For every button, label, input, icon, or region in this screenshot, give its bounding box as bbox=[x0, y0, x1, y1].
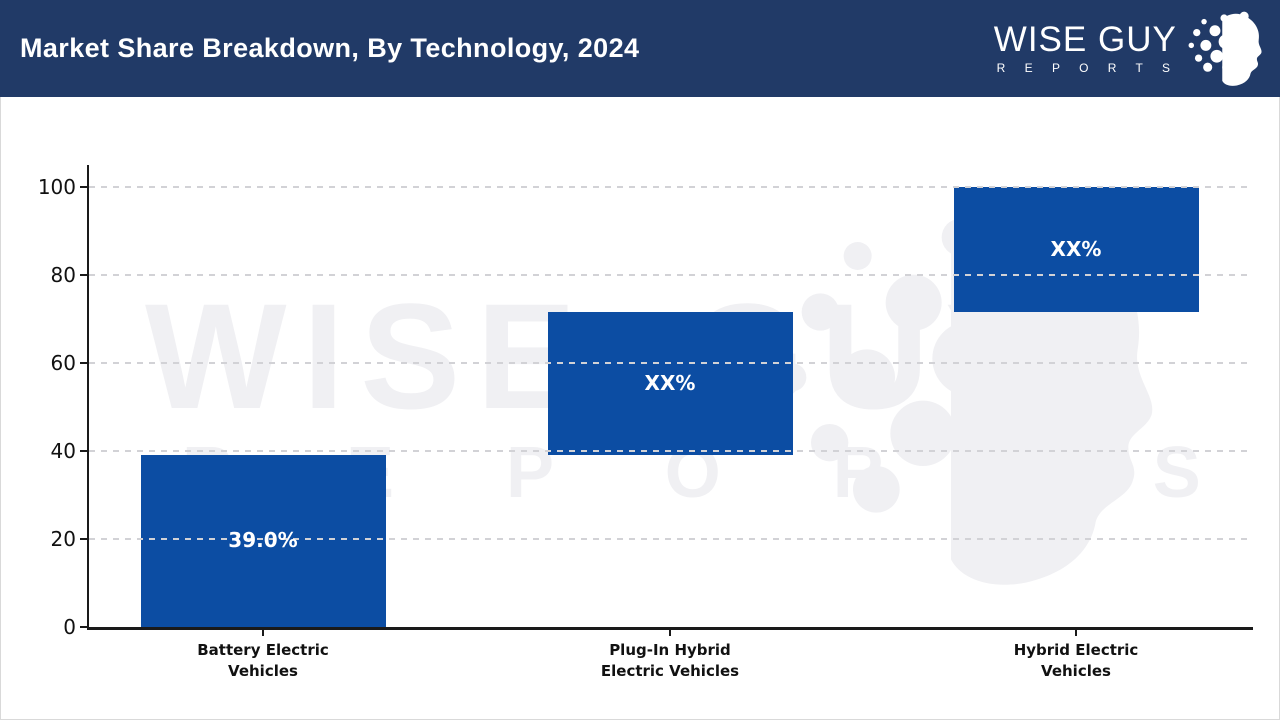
brand-subtitle: R E P O R T S bbox=[996, 61, 1178, 75]
y-tick-label: 20 bbox=[50, 527, 76, 551]
bar-value-label: XX% bbox=[1050, 236, 1102, 261]
gridline-80 bbox=[89, 274, 1253, 276]
brand-name: WISE GUY bbox=[993, 20, 1177, 59]
y-tick-label: 100 bbox=[37, 175, 76, 199]
gridline-60 bbox=[89, 362, 1253, 364]
y-tick-60 bbox=[80, 362, 87, 364]
y-tick-label: 0 bbox=[63, 615, 76, 639]
bar-value-label: XX% bbox=[644, 370, 696, 395]
y-tick-0 bbox=[80, 626, 87, 628]
y-tick-label: 40 bbox=[50, 439, 76, 463]
y-tick-20 bbox=[80, 538, 87, 540]
x-tick bbox=[262, 629, 264, 636]
bar-value-label: 39.0% bbox=[228, 528, 298, 553]
y-axis-line bbox=[87, 165, 89, 629]
y-tick-100 bbox=[80, 186, 87, 188]
chart-title: Market Share Breakdown, By Technology, 2… bbox=[20, 33, 640, 63]
x-category-label: Hybrid Electric Vehicles bbox=[1013, 641, 1139, 680]
gridline-40 bbox=[89, 450, 1253, 452]
x-axis-line bbox=[87, 627, 1253, 630]
brand-logo-text: WISE GUY R E P O R T S bbox=[993, 20, 1178, 76]
x-tick bbox=[1075, 629, 1077, 636]
x-category-label: Plug-In Hybrid Electric Vehicles bbox=[600, 641, 740, 680]
y-tick-label: 80 bbox=[50, 263, 76, 287]
gridline-20 bbox=[89, 538, 1253, 540]
bar-hybrid-electric-vehicles bbox=[953, 187, 1199, 313]
gridline-100 bbox=[89, 186, 1253, 188]
chart-plot-area: 0 20 40 60 80 100 39.0% Battery Electric Vehicl… bbox=[0, 97, 1280, 720]
y-tick-label: 60 bbox=[50, 351, 76, 375]
x-tick bbox=[669, 629, 671, 636]
x-category-label: Battery Electric Vehicles bbox=[197, 641, 329, 680]
brand-face-icon bbox=[1188, 11, 1262, 86]
bar-battery-electric-vehicles bbox=[140, 455, 386, 627]
y-tick-40 bbox=[80, 450, 87, 452]
bar-plug-in-hybrid-electric-vehicles bbox=[547, 312, 793, 456]
header: Market Share Breakdown, By Technology, 2… bbox=[0, 0, 1280, 97]
y-tick-80 bbox=[80, 274, 87, 276]
brand-logo: WISE GUY R E P O R T S bbox=[993, 7, 1266, 91]
